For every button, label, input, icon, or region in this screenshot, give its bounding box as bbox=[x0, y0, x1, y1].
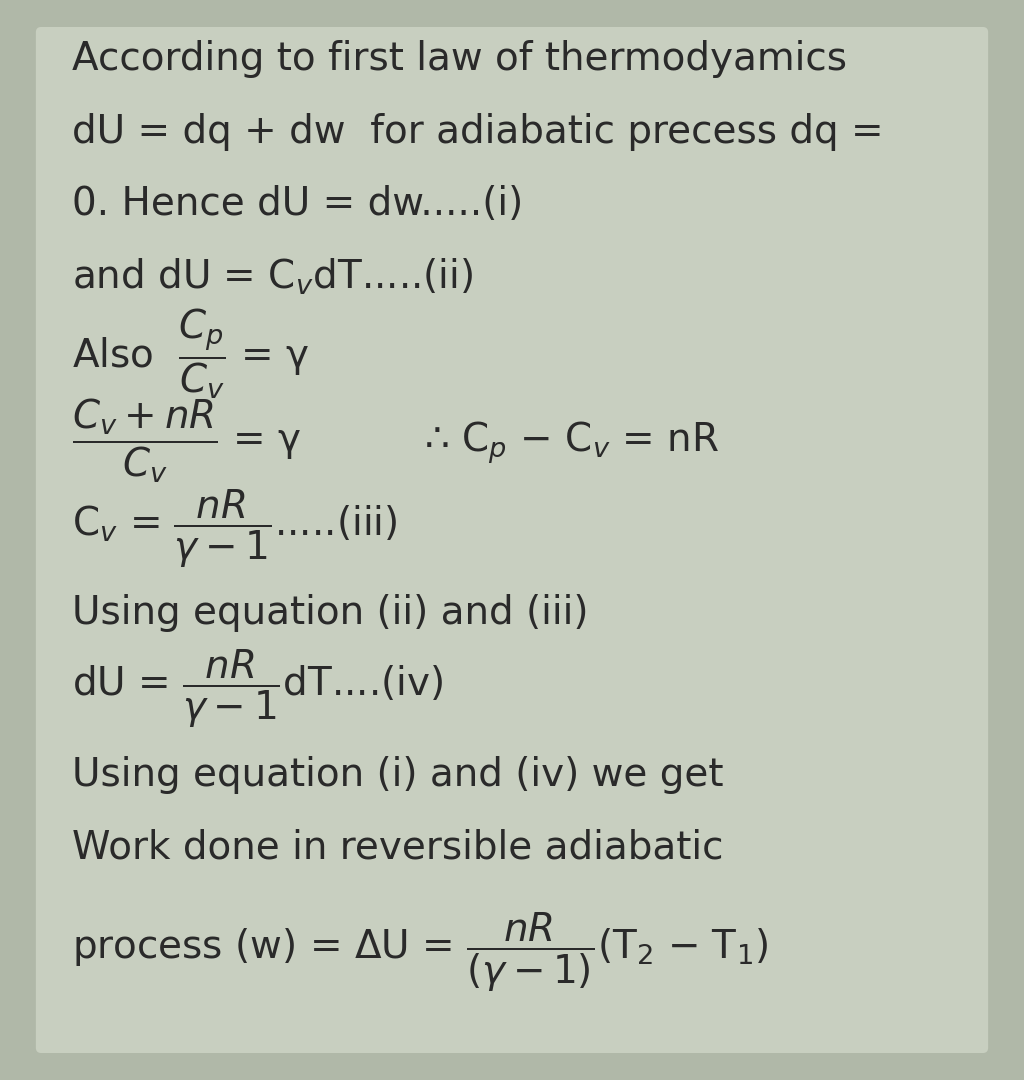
Text: dU = dq + dw  for adiabatic precess dq =: dU = dq + dw for adiabatic precess dq = bbox=[72, 112, 884, 151]
Text: Using equation (i) and (iv) we get: Using equation (i) and (iv) we get bbox=[72, 756, 723, 795]
Text: Work done in reversible adiabatic: Work done in reversible adiabatic bbox=[72, 828, 723, 867]
Text: $\dfrac{C_v + nR}{C_v}$ = γ          ∴ C$_p$ − C$_v$ = nR: $\dfrac{C_v + nR}{C_v}$ = γ ∴ C$_p$ − C$… bbox=[72, 396, 719, 485]
Text: 0. Hence dU = dw.....(i): 0. Hence dU = dw.....(i) bbox=[72, 185, 523, 224]
Text: Using equation (ii) and (iii): Using equation (ii) and (iii) bbox=[72, 594, 588, 633]
Text: dU = $\dfrac{nR}{\gamma - 1}$dT....(iv): dU = $\dfrac{nR}{\gamma - 1}$dT....(iv) bbox=[72, 648, 443, 730]
Text: process (w) = ΔU = $\dfrac{nR}{(\gamma - 1)}$(T$_2$ − T$_1$): process (w) = ΔU = $\dfrac{nR}{(\gamma -… bbox=[72, 912, 768, 994]
Text: and dU = C$_v$dT.....(ii): and dU = C$_v$dT.....(ii) bbox=[72, 256, 473, 297]
FancyBboxPatch shape bbox=[36, 27, 988, 1053]
Text: According to first law of thermodyamics: According to first law of thermodyamics bbox=[72, 40, 847, 79]
Text: C$_v$ = $\dfrac{nR}{\gamma - 1}$.....(iii): C$_v$ = $\dfrac{nR}{\gamma - 1}$.....(ii… bbox=[72, 488, 397, 570]
Text: Also  $\dfrac{C_p}{C_v}$ = γ: Also $\dfrac{C_p}{C_v}$ = γ bbox=[72, 307, 309, 402]
